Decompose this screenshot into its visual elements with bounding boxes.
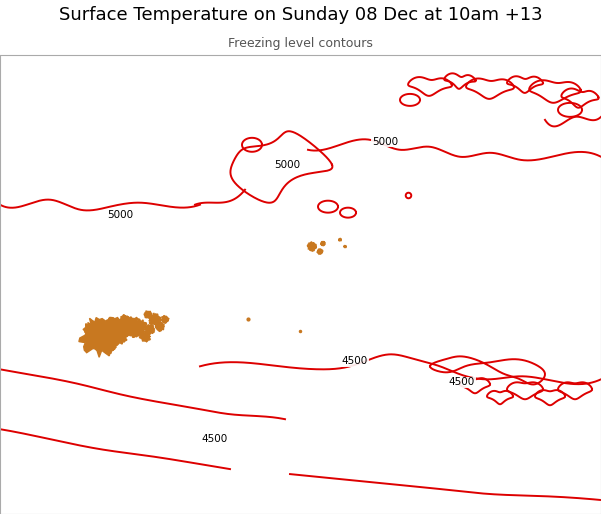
Polygon shape xyxy=(112,329,127,344)
Polygon shape xyxy=(121,317,139,334)
Polygon shape xyxy=(144,311,152,318)
Text: 4500: 4500 xyxy=(449,377,475,387)
Text: Surface Temperature on Sunday 08 Dec at 10am +13: Surface Temperature on Sunday 08 Dec at … xyxy=(59,6,542,24)
Polygon shape xyxy=(129,325,141,337)
Polygon shape xyxy=(79,318,120,357)
Polygon shape xyxy=(148,313,161,325)
Polygon shape xyxy=(121,315,129,324)
Polygon shape xyxy=(156,322,164,332)
Polygon shape xyxy=(139,331,150,342)
Text: Freezing level contours: Freezing level contours xyxy=(228,38,373,50)
Polygon shape xyxy=(132,319,147,334)
Polygon shape xyxy=(344,246,346,248)
Text: 5000: 5000 xyxy=(372,137,398,147)
Text: 5000: 5000 xyxy=(274,160,300,170)
Polygon shape xyxy=(338,238,341,241)
Polygon shape xyxy=(307,242,317,251)
Text: 4500: 4500 xyxy=(342,356,368,366)
Polygon shape xyxy=(321,242,325,246)
Polygon shape xyxy=(106,317,118,328)
Polygon shape xyxy=(145,325,154,334)
Text: 4500: 4500 xyxy=(202,434,228,444)
Polygon shape xyxy=(317,249,323,254)
Polygon shape xyxy=(105,318,130,340)
Polygon shape xyxy=(98,335,118,354)
Polygon shape xyxy=(85,321,107,343)
Text: 5000: 5000 xyxy=(107,210,133,219)
Polygon shape xyxy=(161,316,169,323)
